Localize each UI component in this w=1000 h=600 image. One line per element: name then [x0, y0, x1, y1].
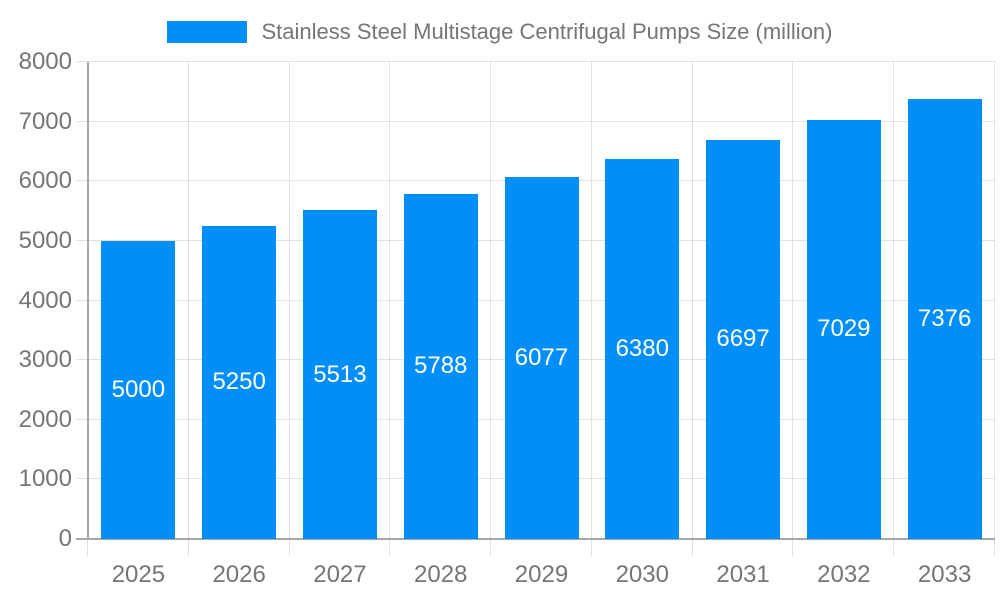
- y-axis-tick: [76, 478, 88, 480]
- gridline-horizontal: [88, 61, 995, 62]
- bar-value-label: 7029: [817, 315, 871, 343]
- y-axis-tick: [76, 299, 88, 301]
- x-tick-label: 2033: [917, 561, 972, 588]
- bar-value-label: 7376: [917, 305, 972, 333]
- y-axis-tick: [76, 418, 88, 420]
- x-axis-tick: [590, 540, 592, 556]
- x-tick-label: 2032: [817, 561, 871, 588]
- y-tick-label: 5000: [18, 226, 72, 254]
- y-tick-label: 4000: [18, 286, 72, 314]
- gridline-horizontal: [88, 120, 995, 122]
- bar-value-label: 5788: [414, 352, 468, 380]
- x-axis-tick: [389, 540, 391, 556]
- legend-label: Stainless Steel Multistage Centrifugal P…: [261, 19, 833, 44]
- x-tick-label: 2025: [111, 561, 166, 588]
- gridline-vertical: [590, 62, 592, 539]
- y-tick-label: 7000: [18, 107, 72, 135]
- gridline-vertical: [288, 62, 290, 539]
- y-axis-line: [87, 62, 89, 540]
- gridline-vertical: [691, 62, 693, 539]
- bar-value-label: 6077: [514, 343, 569, 371]
- y-axis-tick: [76, 538, 88, 540]
- x-axis-tick: [490, 540, 492, 556]
- x-tick-label: 2026: [212, 561, 266, 588]
- gridline-vertical: [893, 62, 895, 539]
- bar-2026[interactable]: 5250: [202, 225, 277, 539]
- y-tick-label: 0: [58, 525, 72, 552]
- x-axis-tick: [87, 540, 88, 556]
- bar-2027[interactable]: 5513: [302, 210, 377, 539]
- y-tick-label: 6000: [18, 167, 72, 195]
- bar-2033[interactable]: 7376: [907, 99, 982, 539]
- x-axis-tick: [994, 540, 995, 556]
- bar-value-label: 5250: [212, 368, 266, 396]
- gridline-vertical: [490, 62, 492, 539]
- y-axis-tick: [76, 180, 88, 182]
- chart-legend: Stainless Steel Multistage Centrifugal P…: [0, 12, 1000, 52]
- x-axis-tick: [893, 540, 895, 556]
- gridline-vertical: [792, 62, 794, 539]
- bar-value-label: 6697: [716, 325, 770, 353]
- bar-2025[interactable]: 5000: [101, 240, 176, 539]
- bar-2029[interactable]: 6077: [504, 176, 579, 539]
- gridline-vertical: [187, 62, 189, 539]
- x-axis-tick: [691, 540, 693, 556]
- x-tick-label: 2031: [716, 561, 770, 588]
- legend-swatch: [167, 21, 248, 43]
- y-tick-label: 2000: [18, 405, 72, 433]
- x-tick-label: 2029: [514, 561, 569, 588]
- y-axis-tick: [76, 120, 88, 122]
- bar-2032[interactable]: 7029: [806, 119, 881, 539]
- bar-2031[interactable]: 6697: [706, 139, 781, 539]
- y-axis-tick: [76, 239, 88, 241]
- x-axis-tick: [288, 540, 290, 556]
- y-tick-label: 3000: [18, 346, 72, 374]
- bar-value-label: 5000: [111, 375, 166, 403]
- gridline-vertical: [389, 62, 391, 539]
- y-axis-tick: [76, 359, 88, 361]
- bar-2028[interactable]: 5788: [403, 193, 478, 539]
- bar-value-label: 6380: [615, 334, 669, 362]
- x-axis-tick: [792, 540, 794, 556]
- y-axis-tick: [76, 61, 88, 62]
- bar-2030[interactable]: 6380: [605, 158, 680, 539]
- x-axis-line: [88, 538, 995, 540]
- x-tick-label: 2028: [414, 561, 468, 588]
- y-tick-label: 1000: [18, 465, 72, 493]
- x-tick-label: 2030: [615, 561, 669, 588]
- bar-value-label: 5513: [313, 360, 367, 388]
- gridline-vertical: [994, 62, 995, 539]
- x-axis-tick: [187, 540, 189, 556]
- x-tick-label: 2027: [313, 561, 367, 588]
- y-tick-label: 8000: [18, 48, 72, 75]
